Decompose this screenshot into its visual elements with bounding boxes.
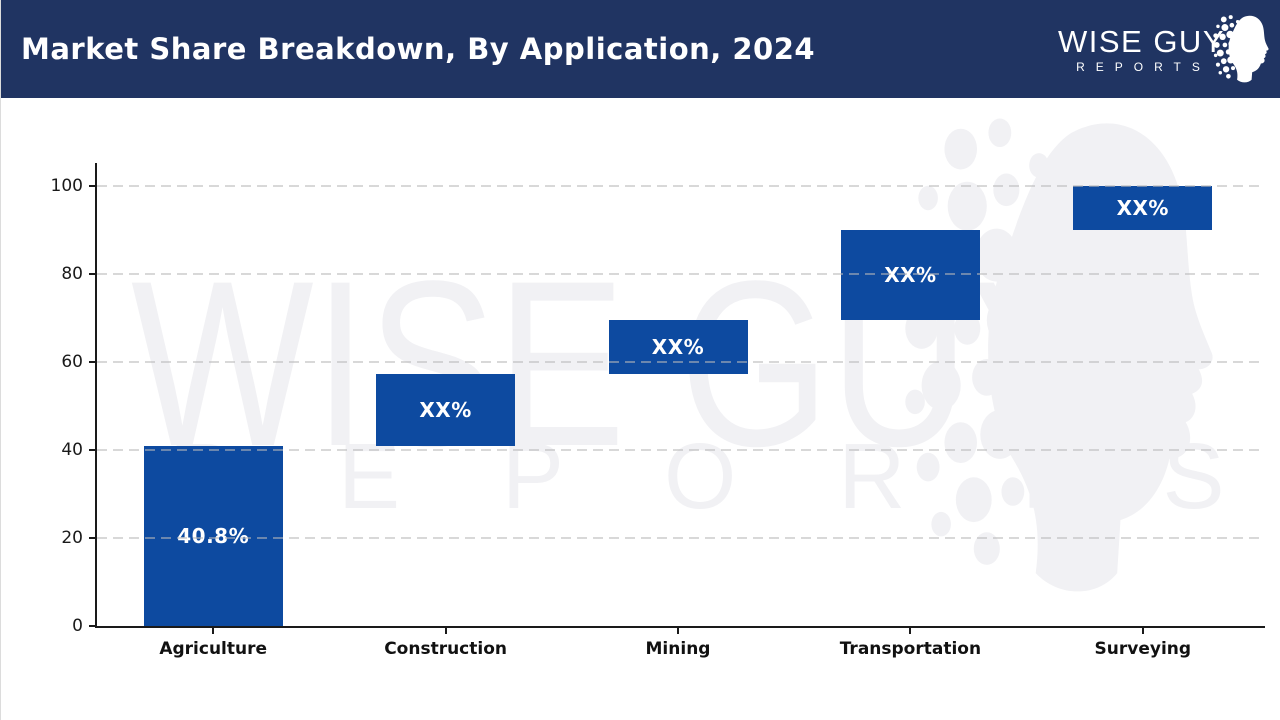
x-tick-mark-construction <box>444 628 447 634</box>
gridline-60 <box>97 361 1259 363</box>
y-tick-label-60: 60 <box>61 352 83 372</box>
x-tick-mark-transportation <box>909 628 912 634</box>
y-tick-mark-100 <box>89 185 96 187</box>
y-tick-label-100: 100 <box>50 176 83 196</box>
y-axis-line <box>95 163 97 628</box>
bar-value-label-transportation: XX% <box>884 263 937 288</box>
gridline-100 <box>97 185 1259 187</box>
y-tick-mark-80 <box>89 273 96 275</box>
bar-segment-transportation: XX% <box>840 230 980 321</box>
y-tick-label-0: 0 <box>72 616 83 636</box>
y-tick-label-20: 20 <box>61 528 83 548</box>
bar-segment-construction: XX% <box>376 374 516 447</box>
brand-subtext: REPORTS <box>1076 59 1211 74</box>
y-tick-label-80: 80 <box>61 264 83 284</box>
x-tick-label-construction: Construction <box>384 639 507 659</box>
bar-value-label-agriculture: 40.8% <box>177 524 250 549</box>
x-axis-line <box>95 626 1265 628</box>
y-tick-label-40: 40 <box>61 440 83 460</box>
bar-segment-mining: XX% <box>608 320 748 375</box>
bar-value-label-surveying: XX% <box>1116 196 1169 220</box>
x-tick-label-mining: Mining <box>645 639 711 659</box>
y-tick-mark-0 <box>89 625 96 627</box>
gridline-20 <box>97 537 1259 539</box>
bar-segment-surveying: XX% <box>1073 186 1213 230</box>
x-tick-mark-mining <box>677 628 679 634</box>
chart-area: WISE GUY R E P O R T S 0 20 40 60 80 100 40.8%… <box>1 98 1280 720</box>
gridline-40 <box>97 449 1259 451</box>
brand-logo-text: WISE GUY REPORTS <box>1058 26 1225 73</box>
x-tick-label-surveying: Surveying <box>1094 639 1192 659</box>
bar-value-label-mining: XX% <box>651 335 705 360</box>
y-tick-mark-20 <box>89 537 96 539</box>
bar-segment-agriculture: 40.8% <box>143 446 283 626</box>
y-tick-mark-60 <box>89 361 96 363</box>
y-tick-mark-40 <box>89 449 96 451</box>
brand-wordmark: WISE GUY <box>1057 23 1225 59</box>
brand-logo: WISE GUY REPORTS <box>1058 0 1269 98</box>
page-title: Market Share Breakdown, By Application, … <box>21 32 816 66</box>
x-tick-label-agriculture: Agriculture <box>159 639 268 659</box>
x-tick-label-transportation: Transportation <box>839 639 982 659</box>
watermark-face-icon <box>889 92 1215 622</box>
gridline-80 <box>97 273 1259 275</box>
x-tick-mark-surveying <box>1141 628 1144 634</box>
header-banner: Market Share Breakdown, By Application, … <box>1 0 1280 98</box>
bar-value-label-construction: XX% <box>419 398 472 423</box>
x-tick-mark-agriculture <box>212 628 215 634</box>
